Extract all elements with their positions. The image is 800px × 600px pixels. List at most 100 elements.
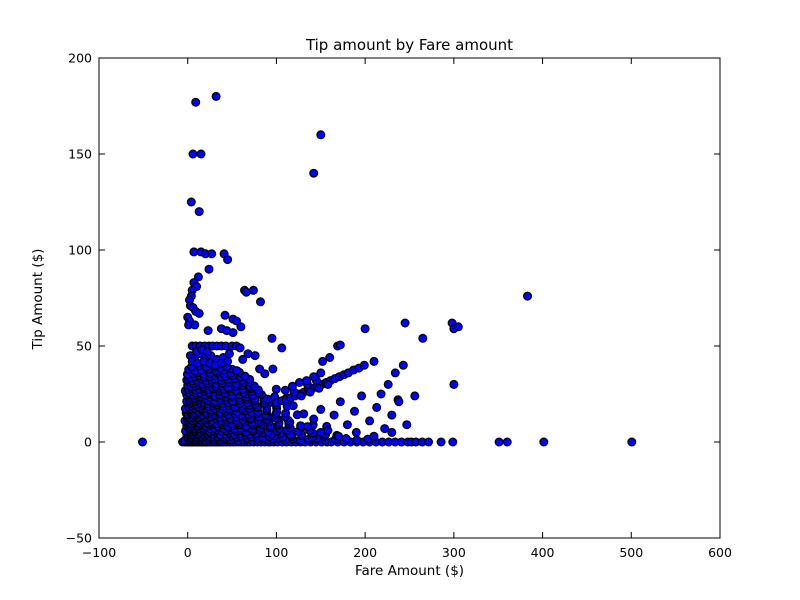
data-point [305, 387, 315, 397]
data-point [223, 255, 233, 265]
data-point [309, 372, 319, 382]
data-point [357, 391, 367, 401]
data-point [316, 130, 326, 140]
data-point [277, 343, 287, 353]
data-point [387, 427, 397, 437]
data-point [194, 207, 204, 217]
data-point [627, 437, 637, 447]
data-point [256, 297, 266, 307]
data-point [351, 427, 361, 437]
data-point [268, 364, 278, 374]
data-point [288, 401, 298, 411]
data-point [203, 326, 213, 336]
y-tick-label: −50 [66, 531, 92, 546]
data-point [314, 383, 324, 393]
data-point [271, 384, 281, 394]
x-tick-label: 400 [531, 545, 555, 560]
data-point [211, 91, 221, 101]
data-point [196, 149, 206, 159]
data-point [191, 97, 201, 107]
data-point [223, 356, 233, 366]
y-tick-label: 200 [68, 51, 92, 66]
data-point [188, 149, 198, 159]
data-point [365, 416, 375, 426]
data-point [502, 437, 512, 447]
x-tick-label: −100 [82, 545, 116, 560]
x-tick-label: 300 [442, 545, 466, 560]
data-point [376, 389, 386, 399]
data-point [316, 368, 326, 378]
axes-frame [98, 57, 721, 539]
data-point [380, 424, 390, 434]
data-point [309, 414, 319, 424]
data-point [318, 356, 328, 366]
data-point [280, 385, 290, 395]
data-point [494, 437, 504, 447]
data-point [372, 402, 382, 412]
data-point [207, 249, 217, 259]
data-point [287, 381, 297, 391]
data-point [387, 410, 397, 420]
data-point [241, 287, 251, 297]
data-point [228, 328, 238, 338]
x-tick-label: 200 [353, 545, 377, 560]
data-point [394, 397, 404, 407]
data-point [341, 434, 351, 444]
data-point [359, 360, 369, 370]
data-point [316, 427, 326, 437]
data-point [309, 168, 319, 178]
data-point [335, 340, 345, 350]
data-point [303, 422, 313, 432]
x-tick-label: 0 [184, 545, 192, 560]
data-point [232, 316, 242, 326]
data-point [369, 431, 379, 441]
data-point [235, 343, 245, 353]
data-point [323, 379, 333, 389]
data-point [449, 379, 459, 389]
data-point [369, 356, 379, 366]
x-tick-label: 500 [619, 545, 643, 560]
y-tick-label: 0 [84, 435, 92, 450]
y-tick-label: 100 [68, 243, 92, 258]
data-point [236, 322, 246, 332]
data-point [204, 264, 214, 274]
data-point [335, 397, 345, 407]
data-point [418, 333, 428, 343]
data-point [400, 318, 410, 328]
data-point [232, 366, 242, 376]
data-point [539, 437, 549, 447]
data-point [522, 291, 532, 301]
data-point [342, 420, 352, 430]
data-point [360, 324, 370, 334]
data-point [350, 406, 360, 416]
data-point [410, 391, 420, 401]
data-point [424, 437, 434, 447]
y-tick-label: 150 [68, 147, 92, 162]
data-point [295, 378, 305, 388]
data-point [194, 308, 204, 318]
data-point [329, 410, 339, 420]
x-axis-label: Fare Amount ($) [354, 563, 465, 579]
data-point [436, 437, 446, 447]
data-point [250, 351, 260, 361]
data-point [238, 354, 248, 364]
data-point [255, 364, 265, 374]
data-point [352, 435, 362, 445]
y-axis-label: Tip Amount ($) [30, 248, 46, 350]
data-point [193, 272, 203, 282]
chart-title: Tip amount by Fare amount [305, 36, 514, 54]
data-point [267, 333, 277, 343]
y-tick-label: 50 [76, 339, 92, 354]
data-point [220, 310, 230, 320]
data-point [224, 349, 234, 359]
x-tick-label: 600 [708, 545, 732, 560]
data-point [390, 368, 400, 378]
data-point [402, 420, 412, 430]
data-point [138, 437, 148, 447]
data-point [186, 197, 196, 207]
x-tick-label: 100 [264, 545, 288, 560]
data-point [334, 431, 344, 441]
data-point [398, 360, 408, 370]
